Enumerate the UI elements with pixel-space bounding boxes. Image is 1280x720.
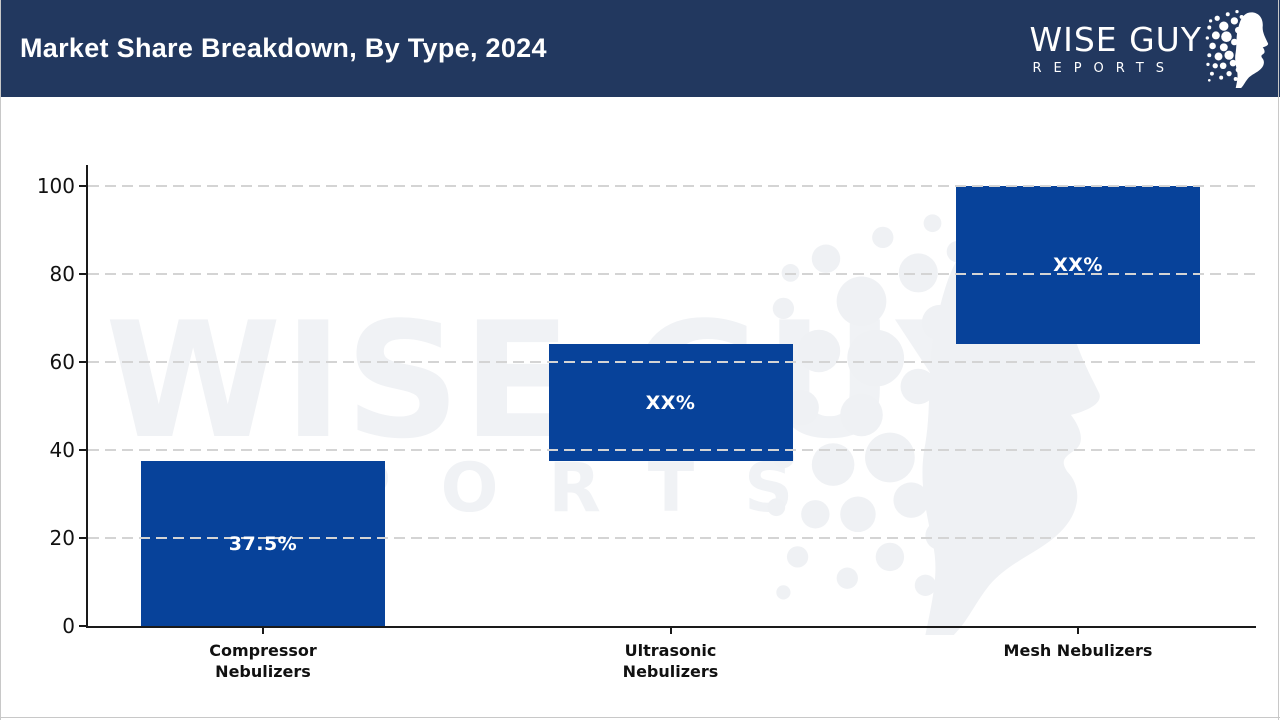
- y-tick-mark: [79, 449, 86, 451]
- gridline: [88, 185, 1256, 187]
- page-title: Market Share Breakdown, By Type, 2024: [20, 33, 547, 63]
- y-tick-label: 0: [62, 614, 75, 638]
- page-border-left: [0, 0, 1, 720]
- y-tick-mark: [79, 361, 86, 363]
- x-category-label: Ultrasonic Nebulizers: [622, 641, 719, 681]
- bar-value-text: XX%: [645, 391, 696, 414]
- wiseguy-logo: WISE GUY REPORTS: [1029, 0, 1270, 97]
- plot-area: 0 20 40 60 80 100 37.5% Compressor Nebulizers XX…: [0, 97, 1280, 720]
- bar-value-text: 37.5%: [228, 532, 298, 555]
- y-tick-label: 60: [49, 350, 75, 374]
- header-bar: Market Share Breakdown, By Type, 2024 WI…: [0, 0, 1280, 97]
- x-tick-mark: [669, 628, 672, 634]
- chart-area: WISE GUY REPORTS 0 20 40 60 80 100 37.5% Compre…: [0, 97, 1280, 720]
- bar-value-label: 37.5%: [141, 461, 385, 626]
- gridline: [88, 449, 1256, 451]
- x-tick-mark: [1077, 628, 1079, 634]
- x-category-label: Mesh Nebulizers: [1003, 641, 1153, 660]
- bar-value-text: XX%: [1053, 254, 1103, 277]
- bar: [141, 461, 385, 626]
- logo-wordmark: WISE GUY: [1029, 19, 1202, 59]
- bar-value-label: XX%: [956, 186, 1200, 344]
- page-border-right: [1278, 0, 1279, 720]
- wiseguy-logo-text: WISE GUY REPORTS: [1029, 19, 1202, 76]
- y-tick-mark: [79, 185, 86, 187]
- x-category-label: Compressor Nebulizers: [209, 641, 317, 681]
- y-tick-label: 40: [49, 438, 75, 462]
- y-axis-spine: [86, 165, 88, 628]
- x-tick-mark: [262, 628, 264, 634]
- bar: [956, 186, 1200, 345]
- bar-value-label: XX%: [549, 344, 793, 461]
- y-tick-mark: [79, 537, 86, 539]
- y-tick-mark: [79, 625, 86, 627]
- x-axis-spine: [86, 626, 1256, 628]
- y-tick-label: 80: [49, 262, 75, 286]
- y-tick-label: 20: [49, 526, 75, 550]
- logo-subtitle: REPORTS: [1032, 60, 1177, 76]
- wiseguy-face-icon: [1204, 9, 1270, 89]
- page-border-bottom: [0, 717, 1280, 718]
- y-tick-label: 100: [36, 174, 75, 198]
- gridline: [88, 361, 1256, 363]
- y-tick-mark: [79, 273, 86, 275]
- gridline: [88, 273, 1256, 275]
- gridline: [88, 537, 1256, 539]
- bar: [548, 344, 793, 461]
